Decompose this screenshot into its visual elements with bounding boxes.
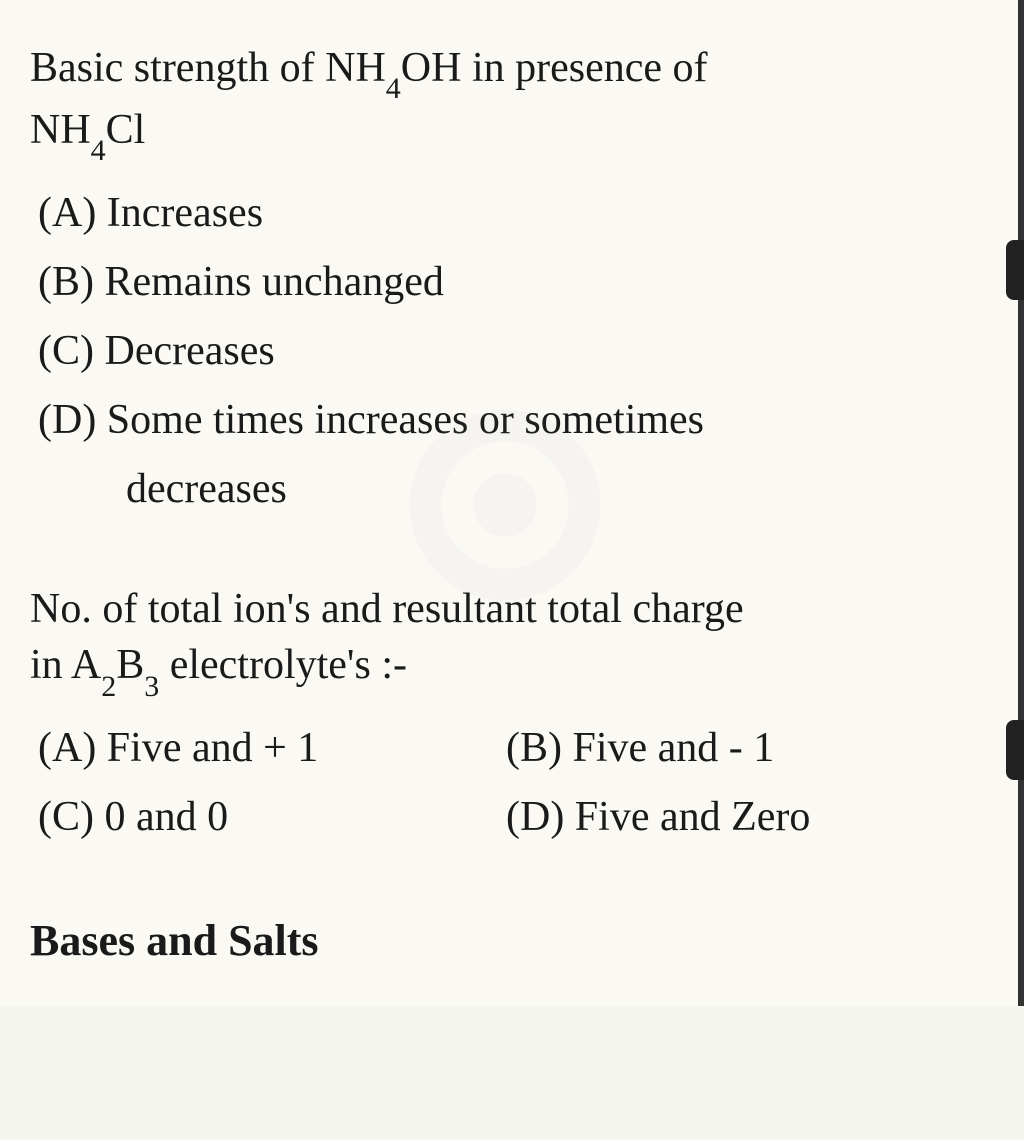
option-b: (B) Five and - 1	[506, 717, 974, 780]
stem-text: B	[116, 642, 144, 688]
question-1: Basic strength of NH4OH in presence of N…	[30, 40, 974, 521]
question-2-stem: No. of total ion's and resultant total c…	[30, 581, 974, 700]
stem-text: OH in presence of	[401, 45, 708, 91]
subscript: 2	[101, 670, 116, 703]
question-2-options: (A) Five and + 1 (B) Five and - 1 (C) 0 …	[30, 717, 974, 855]
option-a: (A) Increases	[38, 182, 974, 245]
page-edge	[1018, 0, 1024, 1006]
option-d-cont: decreases	[38, 458, 974, 521]
question-1-options: (A) Increases (B) Remains unchanged (C) …	[30, 182, 974, 521]
option-a: (A) Five and + 1	[38, 717, 506, 780]
stem-text: Cl	[106, 107, 146, 153]
option-c: (C) Decreases	[38, 320, 974, 383]
stem-text: Basic strength of NH	[30, 45, 386, 91]
page-tab	[1006, 720, 1024, 780]
question-2: No. of total ion's and resultant total c…	[30, 581, 974, 856]
option-b: (B) Remains unchanged	[38, 251, 974, 314]
stem-text: No. of total ion's and resultant total c…	[30, 586, 744, 632]
stem-text: electrolyte's :-	[159, 642, 407, 688]
subscript: 4	[91, 134, 106, 167]
section-heading: Bases and Salts	[30, 915, 974, 966]
stem-text: in A	[30, 642, 101, 688]
option-d: (D) Some times increases or sometimes	[38, 389, 974, 452]
page-content: Basic strength of NH4OH in presence of N…	[0, 0, 1024, 1006]
subscript: 4	[386, 72, 401, 105]
subscript: 3	[144, 670, 159, 703]
option-d: (D) Five and Zero	[506, 786, 974, 849]
option-c: (C) 0 and 0	[38, 786, 506, 849]
question-1-stem: Basic strength of NH4OH in presence of N…	[30, 40, 974, 164]
stem-text: NH	[30, 107, 91, 153]
page-tab	[1006, 240, 1024, 300]
